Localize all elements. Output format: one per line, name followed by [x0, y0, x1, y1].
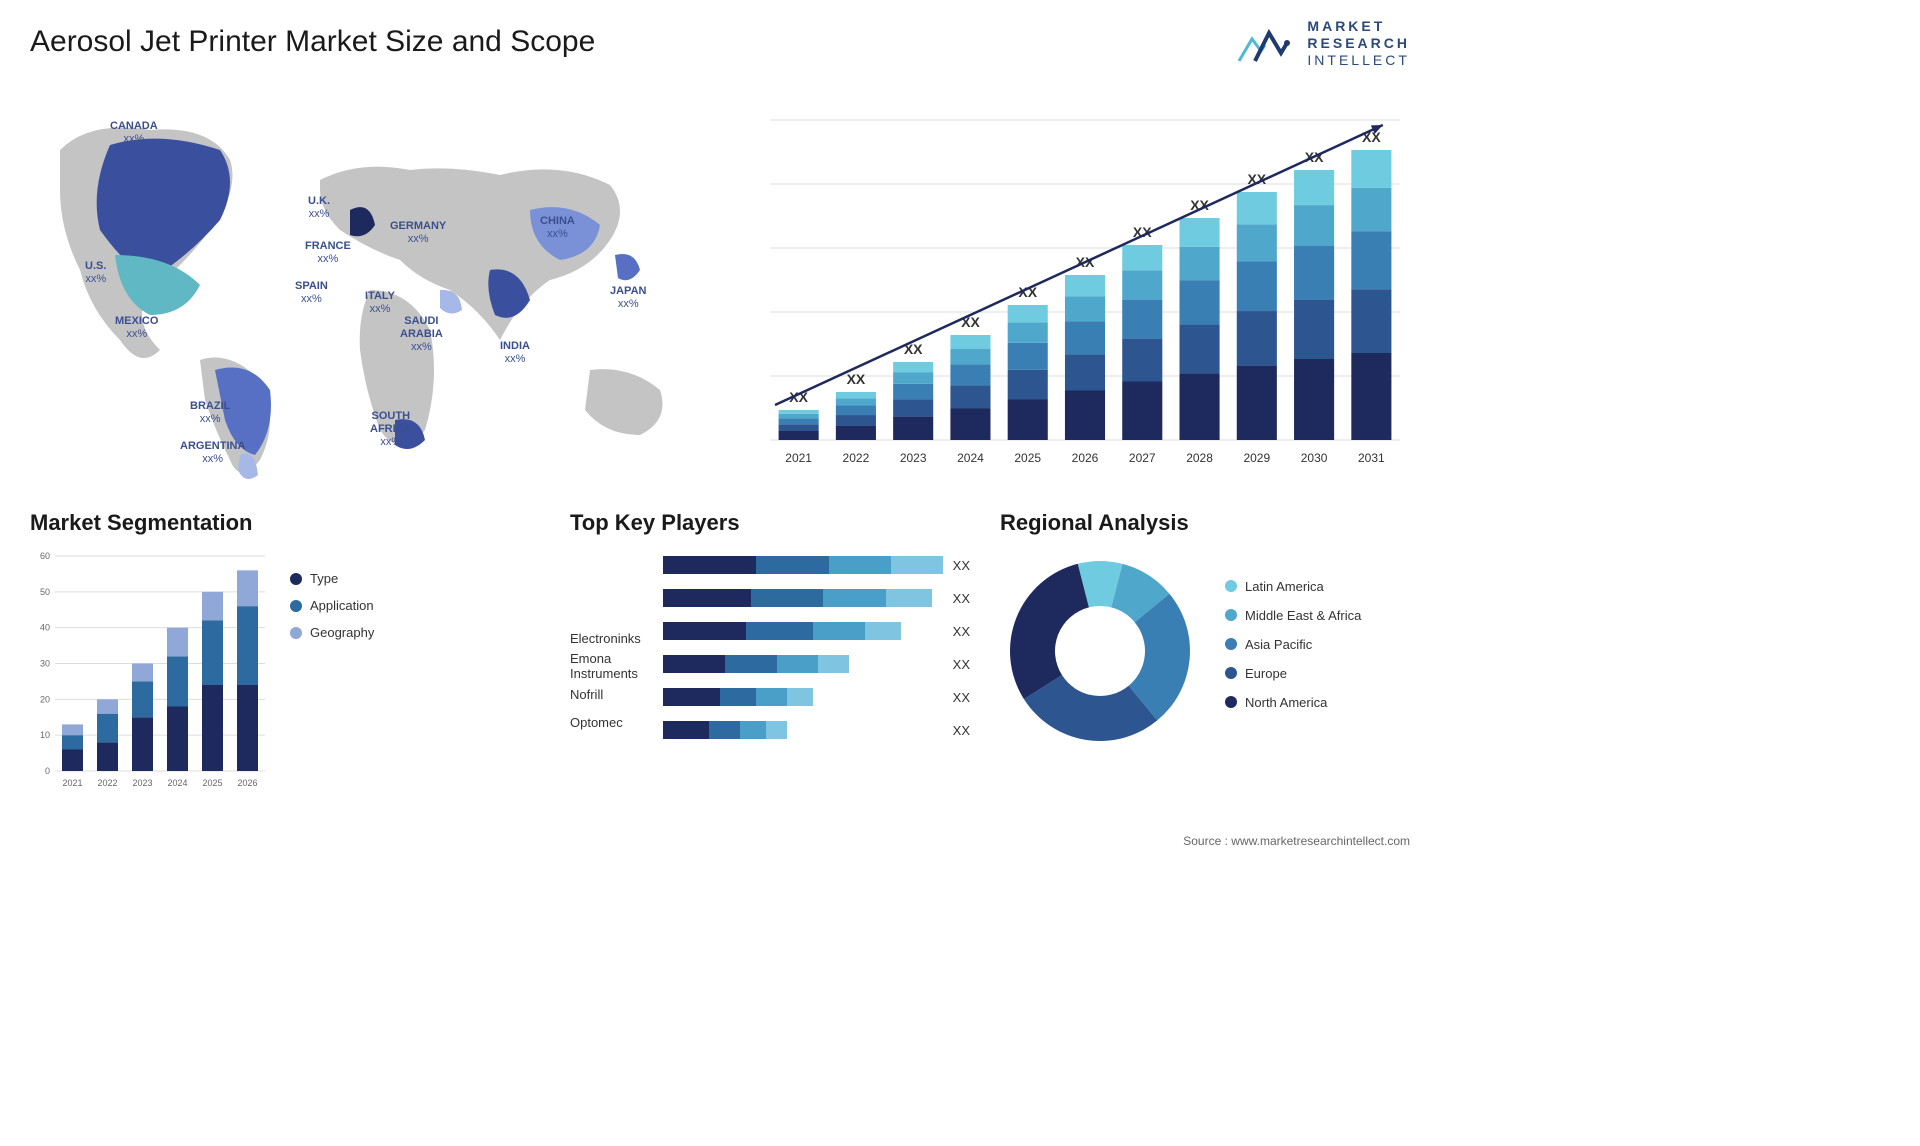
logo-line3: INTELLECT [1307, 52, 1410, 69]
brand-logo: MARKET RESEARCH INTELLECT [1237, 18, 1410, 68]
map-label: CANADAxx% [110, 120, 158, 146]
regional-title: Regional Analysis [1000, 510, 1410, 536]
svg-text:XX: XX [961, 314, 980, 330]
legend-item: Application [290, 598, 374, 613]
segmentation-chart: 0 10 20 30 40 50 60 2021 2022 2023 2024 2025 2026 [30, 551, 270, 791]
player-bar-row: XX [663, 617, 970, 645]
forecast-svg: XX2021XX2022XX2023XX2024XX2025XX2026XX20… [750, 100, 1410, 470]
map-label: SPAINxx% [295, 280, 328, 306]
player-bar-row: XX [663, 716, 970, 744]
player-name: Optomec [570, 708, 648, 736]
map-label: INDIAxx% [500, 340, 530, 366]
world-map: CANADAxx% U.S.xx% MEXICOxx% BRAZILxx% ARGENT… [30, 90, 710, 490]
svg-text:40: 40 [40, 623, 50, 633]
players-chart: XX XX XX XX XX XX [663, 551, 970, 749]
legend-item: Asia Pacific [1225, 637, 1361, 652]
map-label: BRAZILxx% [190, 400, 230, 426]
map-label: JAPANxx% [610, 285, 646, 311]
svg-text:2022: 2022 [843, 451, 870, 465]
svg-text:2024: 2024 [167, 778, 187, 788]
svg-text:2028: 2028 [1186, 451, 1213, 465]
players-section: Top Key Players ElectroninksEmona Instru… [570, 510, 970, 749]
source-label: Source : www.marketresearchintellect.com [1183, 834, 1410, 848]
forecast-chart: XX2021XX2022XX2023XX2024XX2025XX2026XX20… [750, 100, 1410, 470]
svg-text:2021: 2021 [785, 451, 812, 465]
map-label: MEXICOxx% [115, 315, 158, 341]
svg-text:0: 0 [45, 766, 50, 776]
players-title: Top Key Players [570, 510, 970, 536]
segmentation-legend: Type Application Geography [290, 551, 374, 791]
player-bar-row: XX [663, 650, 970, 678]
legend-item: Middle East & Africa [1225, 608, 1361, 623]
legend-item: Type [290, 571, 374, 586]
svg-text:2026: 2026 [1072, 451, 1099, 465]
legend-item: Europe [1225, 666, 1361, 681]
logo-icon [1237, 21, 1297, 66]
svg-text:60: 60 [40, 551, 50, 561]
logo-line2: RESEARCH [1307, 35, 1410, 52]
map-label: GERMANYxx% [390, 220, 446, 246]
page-title: Aerosol Jet Printer Market Size and Scop… [30, 25, 595, 59]
regional-legend: Latin America Middle East & Africa Asia Pa… [1225, 579, 1361, 724]
segmentation-section: Market Segmentation 0 10 20 30 40 50 60 2021 202… [30, 510, 460, 791]
svg-text:XX: XX [847, 371, 866, 387]
player-names: ElectroninksEmona InstrumentsNofrillOpto… [570, 556, 648, 749]
svg-text:50: 50 [40, 587, 50, 597]
svg-text:2022: 2022 [97, 778, 117, 788]
player-name: Nofrill [570, 680, 648, 708]
map-label: ARGENTINAxx% [180, 440, 245, 466]
svg-text:2030: 2030 [1301, 451, 1328, 465]
legend-item: North America [1225, 695, 1361, 710]
legend-item: Geography [290, 625, 374, 640]
map-label: U.K.xx% [308, 195, 330, 221]
svg-text:30: 30 [40, 659, 50, 669]
player-bar-row: XX [663, 683, 970, 711]
map-label: SAUDIARABIAxx% [400, 315, 443, 355]
svg-text:10: 10 [40, 730, 50, 740]
map-label: CHINAxx% [540, 215, 575, 241]
map-label: FRANCExx% [305, 240, 351, 266]
svg-text:2024: 2024 [957, 451, 984, 465]
legend-item: Latin America [1225, 579, 1361, 594]
svg-text:2027: 2027 [1129, 451, 1156, 465]
player-name: Electroninks [570, 624, 648, 652]
player-name: Emona Instruments [570, 652, 648, 680]
svg-text:20: 20 [40, 694, 50, 704]
svg-text:2023: 2023 [900, 451, 927, 465]
player-bar-row: XX [663, 584, 970, 612]
svg-text:2025: 2025 [1014, 451, 1041, 465]
map-label: ITALYxx% [365, 290, 395, 316]
svg-text:2031: 2031 [1358, 451, 1385, 465]
svg-text:2021: 2021 [62, 778, 82, 788]
svg-text:2029: 2029 [1243, 451, 1270, 465]
svg-text:2025: 2025 [202, 778, 222, 788]
regional-section: Regional Analysis Latin America Middle Ea… [1000, 510, 1410, 751]
segmentation-title: Market Segmentation [30, 510, 460, 536]
map-label: SOUTHAFRICAxx% [370, 410, 412, 450]
svg-text:2023: 2023 [132, 778, 152, 788]
regional-donut [1000, 551, 1200, 751]
map-label: U.S.xx% [85, 260, 106, 286]
logo-line1: MARKET [1307, 18, 1410, 35]
svg-text:2026: 2026 [237, 778, 257, 788]
player-bar-row: XX [663, 551, 970, 579]
